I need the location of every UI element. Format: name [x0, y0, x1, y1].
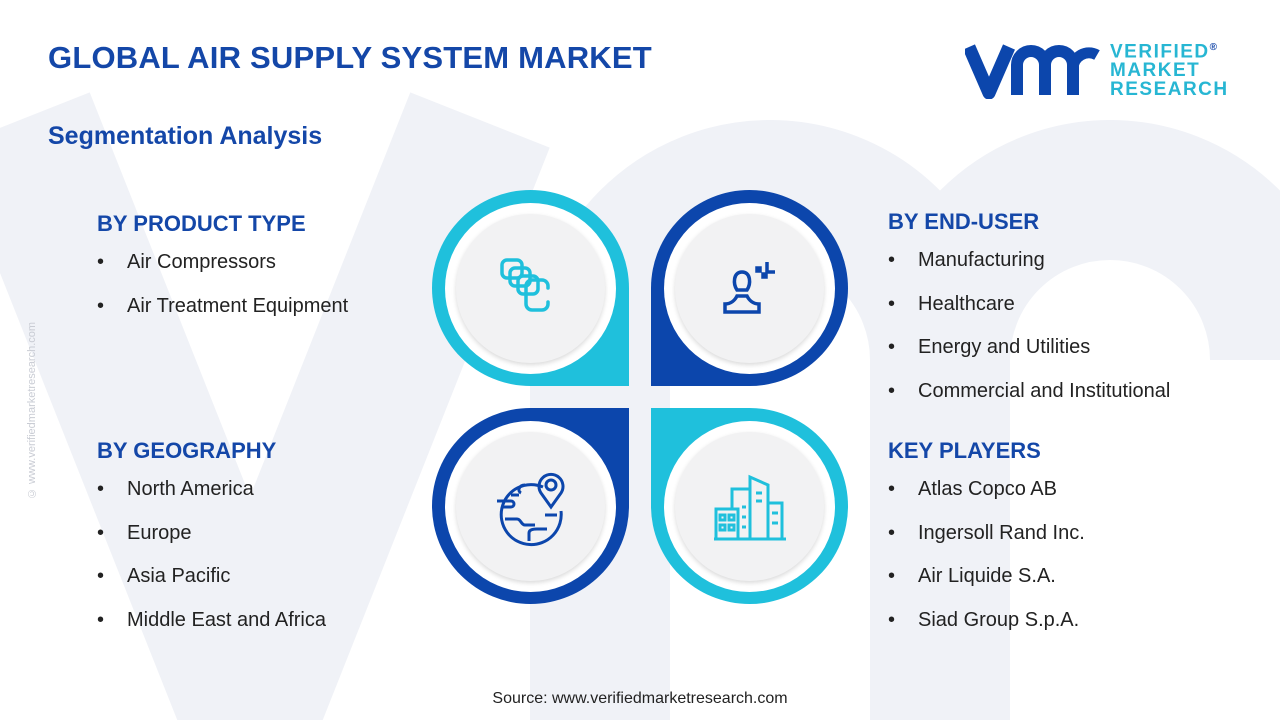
segment-heading: KEY PLAYERS	[888, 438, 1041, 463]
quadrant-geography	[432, 408, 629, 604]
list-item: • Manufacturing	[888, 249, 1045, 271]
compressor-chain-icon	[499, 257, 550, 312]
page-title: GLOBAL AIR SUPPLY SYSTEM MARKET	[48, 40, 652, 75]
quadrant-product-type	[432, 190, 629, 386]
segment-heading: BY PRODUCT TYPE	[97, 211, 306, 236]
list-item: • Europe	[97, 521, 192, 544]
quadrant-end-user	[651, 190, 848, 386]
list-item: • Air Liquide S.A.	[888, 565, 1056, 587]
list-item: • Air Treatment Equipment	[97, 294, 349, 317]
list-item: • Siad Group S.p.A.	[888, 608, 1080, 631]
list-item: • Atlas Copco AB	[888, 478, 1057, 500]
segment-heading: BY GEOGRAPHY	[97, 438, 277, 463]
list-item: • North America	[97, 478, 254, 500]
list-item: • Ingersoll Rand Inc.	[888, 521, 1085, 544]
list-item: • Energy and Utilities	[888, 336, 1091, 358]
logo-line3: RESEARCH	[1110, 79, 1229, 101]
segment-key-players: KEY PLAYERS • Atlas Copco AB • Ingersoll R…	[888, 438, 1085, 652]
list-item: • Commercial and Institutional	[888, 379, 1171, 402]
vmr-logo-mark	[965, 44, 1100, 99]
user-icon	[722, 261, 775, 314]
list-item: • Air Compressors	[97, 251, 276, 273]
segment-end-user: BY END-USER • Manufacturing • Healthcare •…	[888, 209, 1170, 423]
list-item: • Middle East and Africa	[97, 608, 326, 631]
registered-mark: ®	[1209, 42, 1219, 53]
segment-heading: BY END-USER	[888, 209, 1040, 234]
logo-line1: VERIFIED	[1110, 41, 1210, 63]
segment-product-type: BY PRODUCT TYPE • Air Compressors • Air Tr…	[97, 211, 348, 338]
source-note: Source: www.verifiedmarketresearch.com	[492, 690, 788, 707]
list-item: • Healthcare	[888, 292, 1015, 315]
buildings-icon	[713, 474, 786, 540]
logo: VERIFIED® MARKET RESEARCH	[965, 38, 1229, 99]
list-item: • Asia Pacific	[97, 565, 231, 587]
quadrant-key-players	[651, 408, 848, 604]
side-watermark: © www.verifiedmarketresearch.com	[26, 321, 38, 499]
globe-pin-icon	[496, 472, 564, 546]
page-subtitle: Segmentation Analysis	[48, 122, 323, 150]
logo-line2: MARKET	[1110, 60, 1201, 82]
segment-geography: BY GEOGRAPHY • North America • Europe • Asi…	[97, 438, 326, 652]
